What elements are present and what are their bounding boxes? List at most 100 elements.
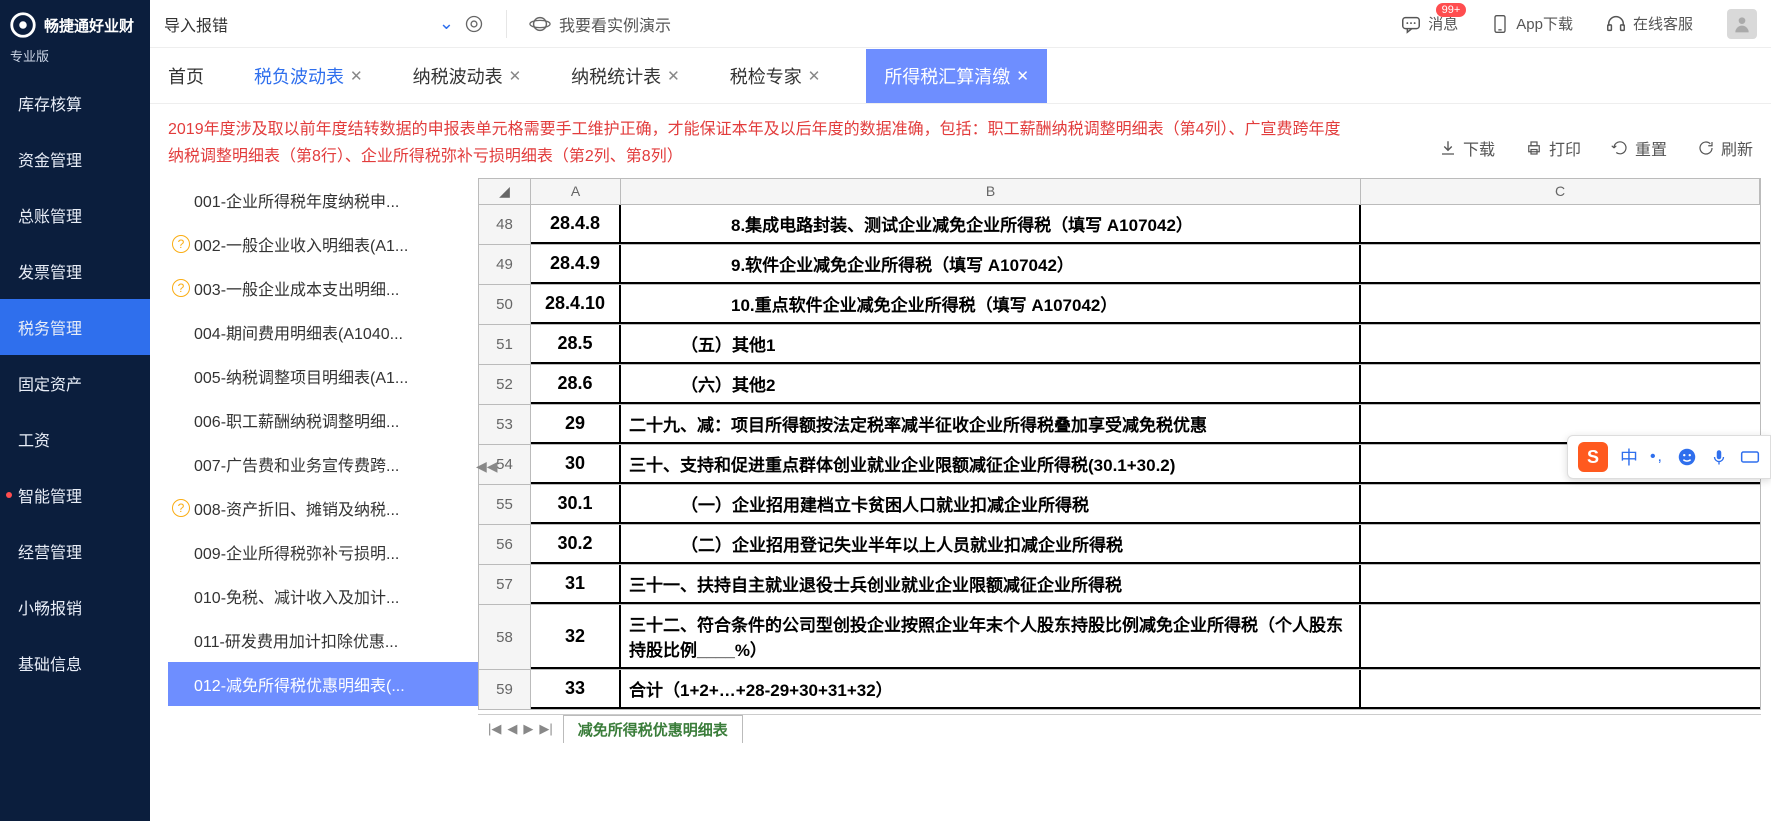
corner-cell[interactable]: ◢ — [479, 179, 531, 204]
nav-item-6[interactable]: 工资 — [0, 411, 150, 467]
reset-button[interactable]: 重置 — [1611, 136, 1667, 160]
app-download-button[interactable]: App下载 — [1490, 13, 1573, 35]
tree-item-0[interactable]: 001-企业所得税年度纳税申... — [168, 178, 478, 222]
cell-a[interactable]: 28.6 — [531, 365, 621, 404]
close-icon[interactable]: ✕ — [509, 67, 522, 85]
cell-c[interactable] — [1361, 245, 1760, 284]
cell-c[interactable] — [1361, 670, 1760, 709]
nav-item-2[interactable]: 总账管理 — [0, 187, 150, 243]
nav-item-1[interactable]: 资金管理 — [0, 131, 150, 187]
collapse-tree-handle[interactable]: ◀◀ — [476, 458, 498, 475]
print-button[interactable]: 打印 — [1525, 136, 1581, 160]
nav-item-0[interactable]: 库存核算 — [0, 75, 150, 131]
col-header-a[interactable]: A — [531, 179, 621, 204]
tab-0[interactable]: 首页 — [164, 57, 208, 95]
sheet-tab[interactable]: 减免所得税优惠明细表 — [563, 715, 743, 743]
cell-b[interactable]: （五）其他1 — [621, 325, 1361, 364]
col-header-c[interactable]: C — [1361, 179, 1760, 204]
tree-item-11[interactable]: 012-减免所得税优惠明细表(... — [168, 662, 478, 706]
ime-bar[interactable]: S 中 •, — [1567, 435, 1771, 479]
download-button[interactable]: 下载 — [1439, 136, 1495, 160]
row-number[interactable]: 51 — [479, 325, 531, 364]
tree-item-3[interactable]: 004-期间费用明细表(A1040... — [168, 310, 478, 354]
cell-b[interactable]: 二十九、减：项目所得额按法定税率减半征收企业所得税叠加享受减免税优惠 — [621, 405, 1361, 444]
row-number[interactable]: 56 — [479, 525, 531, 564]
cell-b[interactable]: （六）其他2 — [621, 365, 1361, 404]
cell-c[interactable] — [1361, 485, 1760, 524]
cell-b[interactable]: 三十一、扶持自主就业退役士兵创业就业企业限额减征企业所得税 — [621, 565, 1361, 604]
ime-mic-icon[interactable] — [1710, 446, 1728, 468]
tree-item-5[interactable]: 006-职工薪酬纳税调整明细... — [168, 398, 478, 442]
messages-button[interactable]: 消息 99+ — [1400, 13, 1458, 35]
row-number[interactable]: 50 — [479, 285, 531, 324]
avatar[interactable] — [1727, 9, 1757, 39]
cell-a[interactable]: 30.2 — [531, 525, 621, 564]
cell-a[interactable]: 32 — [531, 605, 621, 669]
nav-item-10[interactable]: 基础信息 — [0, 635, 150, 691]
nav-item-4[interactable]: 税务管理 — [0, 299, 150, 355]
row-number[interactable]: 52 — [479, 365, 531, 404]
tree-item-8[interactable]: 009-企业所得税弥补亏损明... — [168, 530, 478, 574]
ime-emoji-icon[interactable] — [1676, 446, 1698, 468]
cell-c[interactable] — [1361, 325, 1760, 364]
ime-keyboard-icon[interactable] — [1740, 447, 1760, 467]
nav-item-9[interactable]: 小畅报销 — [0, 579, 150, 635]
ime-punct-icon[interactable]: •, — [1650, 448, 1664, 466]
cell-a[interactable]: 30 — [531, 445, 621, 484]
cell-b[interactable]: 三十二、符合条件的公司型创投企业按照企业年末个人股东持股比例减免企业所得税（个人… — [621, 605, 1361, 669]
online-service-button[interactable]: 在线客服 — [1605, 13, 1693, 35]
nav-item-5[interactable]: 固定资产 — [0, 355, 150, 411]
tree-item-7[interactable]: 008-资产折旧、摊销及纳税... — [168, 486, 478, 530]
tab-2[interactable]: 纳税波动表✕ — [409, 57, 526, 95]
cell-a[interactable]: 30.1 — [531, 485, 621, 524]
cell-b[interactable]: 三十、支持和促进重点群体创业就业企业限额减征企业所得税(30.1+30.2) — [621, 445, 1361, 484]
cell-b[interactable]: （二）企业招用登记失业半年以上人员就业扣减企业所得税 — [621, 525, 1361, 564]
cell-b[interactable]: 9.软件企业减免企业所得税（填写 A107042） — [621, 245, 1361, 284]
row-number[interactable]: 57 — [479, 565, 531, 604]
gear-icon[interactable] — [464, 14, 484, 34]
tab-1[interactable]: 税负波动表✕ — [250, 57, 367, 95]
cell-a[interactable]: 28.4.9 — [531, 245, 621, 284]
nav-item-8[interactable]: 经营管理 — [0, 523, 150, 579]
tab-4[interactable]: 税检专家✕ — [726, 57, 825, 95]
row-number[interactable]: 49 — [479, 245, 531, 284]
tree-item-1[interactable]: 002-一般企业收入明细表(A1... — [168, 222, 478, 266]
close-icon[interactable]: ✕ — [1016, 67, 1029, 85]
cell-a[interactable]: 28.5 — [531, 325, 621, 364]
cell-b[interactable]: 8.集成电路封装、测试企业减免企业所得税（填写 A107042） — [621, 205, 1361, 244]
cell-c[interactable] — [1361, 205, 1760, 244]
nav-item-3[interactable]: 发票管理 — [0, 243, 150, 299]
close-icon[interactable]: ✕ — [808, 67, 821, 85]
tab-3[interactable]: 纳税统计表✕ — [567, 57, 684, 95]
nav-item-7[interactable]: 智能管理 — [0, 467, 150, 523]
cell-c[interactable] — [1361, 565, 1760, 604]
cell-a[interactable]: 29 — [531, 405, 621, 444]
cell-a[interactable]: 31 — [531, 565, 621, 604]
tree-item-10[interactable]: 011-研发费用加计扣除优惠... — [168, 618, 478, 662]
sheet-nav-arrows[interactable]: |◀◀▶▶| — [478, 721, 563, 737]
import-dropdown[interactable]: 导入报错 ⌄ — [164, 12, 484, 36]
cell-c[interactable] — [1361, 525, 1760, 564]
row-number[interactable]: 59 — [479, 670, 531, 709]
refresh-button[interactable]: 刷新 — [1697, 136, 1753, 160]
tree-item-2[interactable]: 003-一般企业成本支出明细... — [168, 266, 478, 310]
cell-c[interactable] — [1361, 605, 1760, 669]
row-number[interactable]: 55 — [479, 485, 531, 524]
ime-lang[interactable]: 中 — [1620, 444, 1638, 470]
row-number[interactable]: 48 — [479, 205, 531, 244]
cell-a[interactable]: 28.4.10 — [531, 285, 621, 324]
tab-5[interactable]: 所得税汇算清缴✕ — [866, 49, 1047, 103]
cell-c[interactable] — [1361, 365, 1760, 404]
cell-c[interactable] — [1361, 285, 1760, 324]
close-icon[interactable]: ✕ — [667, 67, 680, 85]
tree-item-4[interactable]: 005-纳税调整项目明细表(A1... — [168, 354, 478, 398]
row-number[interactable]: 53 — [479, 405, 531, 444]
demo-link[interactable]: 我要看实例演示 — [529, 12, 671, 36]
cell-a[interactable]: 28.4.8 — [531, 205, 621, 244]
tree-item-6[interactable]: 007-广告费和业务宣传费跨... — [168, 442, 478, 486]
cell-b[interactable]: 10.重点软件企业减免企业所得税（填写 A107042） — [621, 285, 1361, 324]
close-icon[interactable]: ✕ — [350, 67, 363, 85]
cell-a[interactable]: 33 — [531, 670, 621, 709]
col-header-b[interactable]: B — [621, 179, 1361, 204]
cell-b[interactable]: 合计（1+2+…+28-29+30+31+32） — [621, 670, 1361, 709]
